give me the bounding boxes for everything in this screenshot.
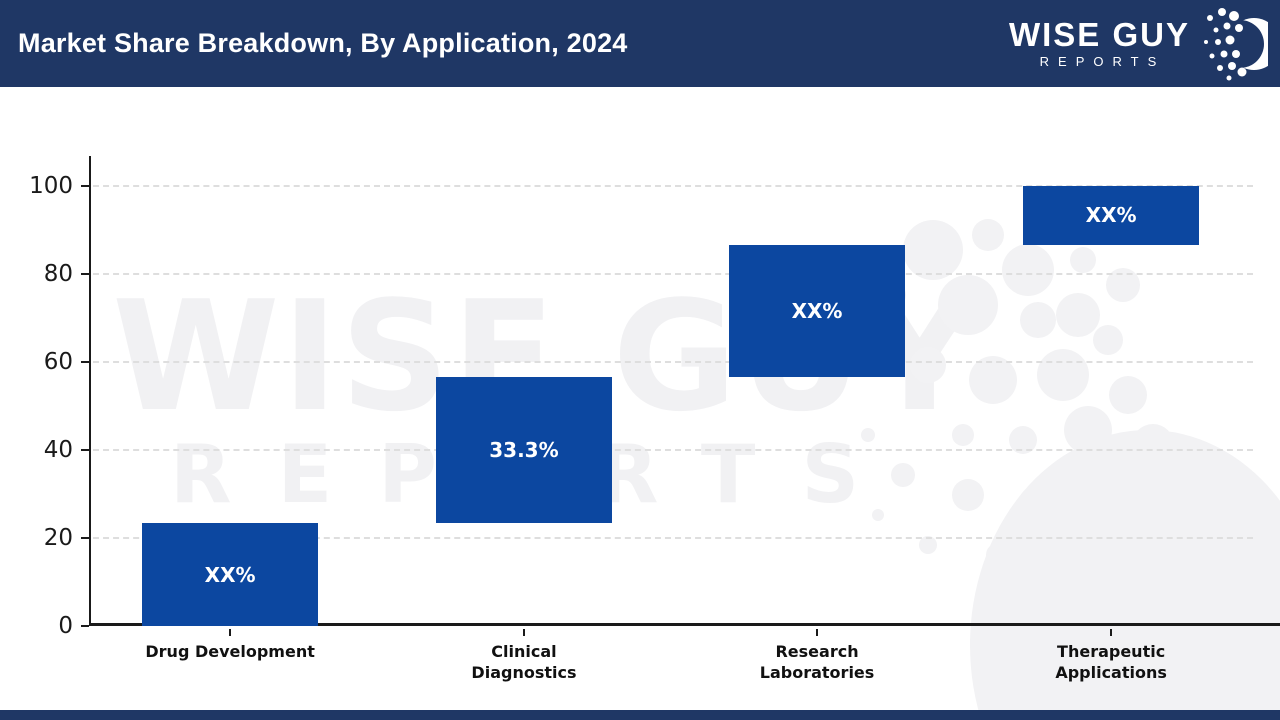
x-tick-3 [1110,629,1113,636]
header-bar: Market Share Breakdown, By Application, … [0,0,1280,87]
bar-value-label: XX% [204,562,256,587]
x-tick-2 [816,629,819,636]
x-category-label: Drug Development [90,641,370,662]
x-tick-1 [522,629,525,636]
logo-text: WISE GUY REPORTS [1008,16,1190,70]
y-tick-label-60: 60 [43,349,73,375]
gridline-60 [93,361,1253,363]
x-category-label: Therapeutic Applications [971,641,1251,683]
logo-wordmark: WISE GUY [1008,16,1190,53]
y-tick-20 [81,537,89,539]
y-tick-60 [81,361,89,363]
x-tick-0 [229,629,232,636]
bar-1: 33.3% [435,376,612,524]
y-tick-0 [81,625,89,627]
x-category-label-line: Therapeutic [1057,642,1166,661]
y-tick-label-20: 20 [43,525,73,551]
x-category-label-line: Applications [1055,663,1167,682]
bar-0: XX% [142,523,319,626]
wise-guy-reports-logo: WISE GUY REPORTS [1009,0,1268,87]
gridline-80 [93,273,1253,275]
plot-area [89,156,1280,626]
bar-value-label: XX% [791,298,843,323]
x-category-label-line: Drug Development [145,642,315,661]
page-title: Market Share Breakdown, By Application, … [18,28,628,58]
logo-face-icon [1204,7,1268,80]
x-category-label-line: Clinical [491,642,557,661]
x-category-label-line: Diagnostics [471,663,577,682]
y-tick-100 [81,185,89,187]
y-tick-40 [81,449,89,451]
y-tick-80 [81,273,89,275]
x-category-label-line: Research [775,642,859,661]
bar-value-label: 33.3% [489,438,559,463]
bar-3: XX% [1023,186,1200,245]
y-tick-label-40: 40 [43,437,73,463]
bar-value-label: XX% [1085,203,1137,228]
footer-bar [0,710,1280,720]
logo-subtitle: REPORTS [1039,54,1166,69]
y-tick-label-100: 100 [29,173,73,199]
y-tick-label-0: 0 [58,613,73,639]
gridline-20 [93,537,1253,539]
bar-2: XX% [729,244,906,377]
gridline-40 [93,449,1253,451]
x-category-label-line: Laboratories [759,663,875,682]
gridline-100 [93,185,1253,187]
x-category-label: Clinical Diagnostics [384,641,664,683]
x-category-label: Research Laboratories [677,641,957,683]
y-tick-label-80: 80 [43,261,73,287]
